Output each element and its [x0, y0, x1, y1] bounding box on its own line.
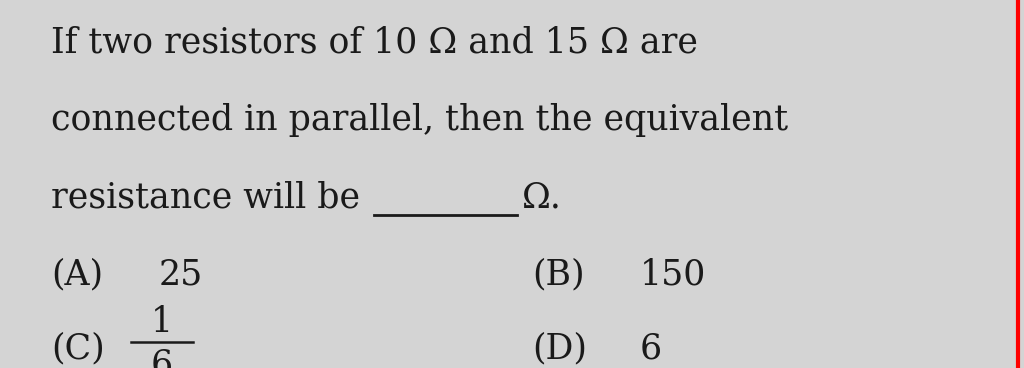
Text: 6: 6 [640, 331, 663, 365]
Text: connected in parallel, then the equivalent: connected in parallel, then the equivale… [51, 103, 788, 137]
Text: (C): (C) [51, 331, 104, 365]
Text: If two resistors of 10 Ω and 15 Ω are: If two resistors of 10 Ω and 15 Ω are [51, 26, 698, 60]
Text: (D): (D) [532, 331, 588, 365]
Text: Ω.: Ω. [522, 180, 562, 214]
Text: (A): (A) [51, 258, 103, 291]
Text: 1: 1 [151, 305, 173, 339]
Text: (B): (B) [532, 258, 585, 291]
Text: 150: 150 [640, 258, 707, 291]
Text: resistance will be: resistance will be [51, 180, 360, 214]
Text: 6: 6 [151, 348, 173, 368]
Text: 25: 25 [159, 258, 203, 291]
